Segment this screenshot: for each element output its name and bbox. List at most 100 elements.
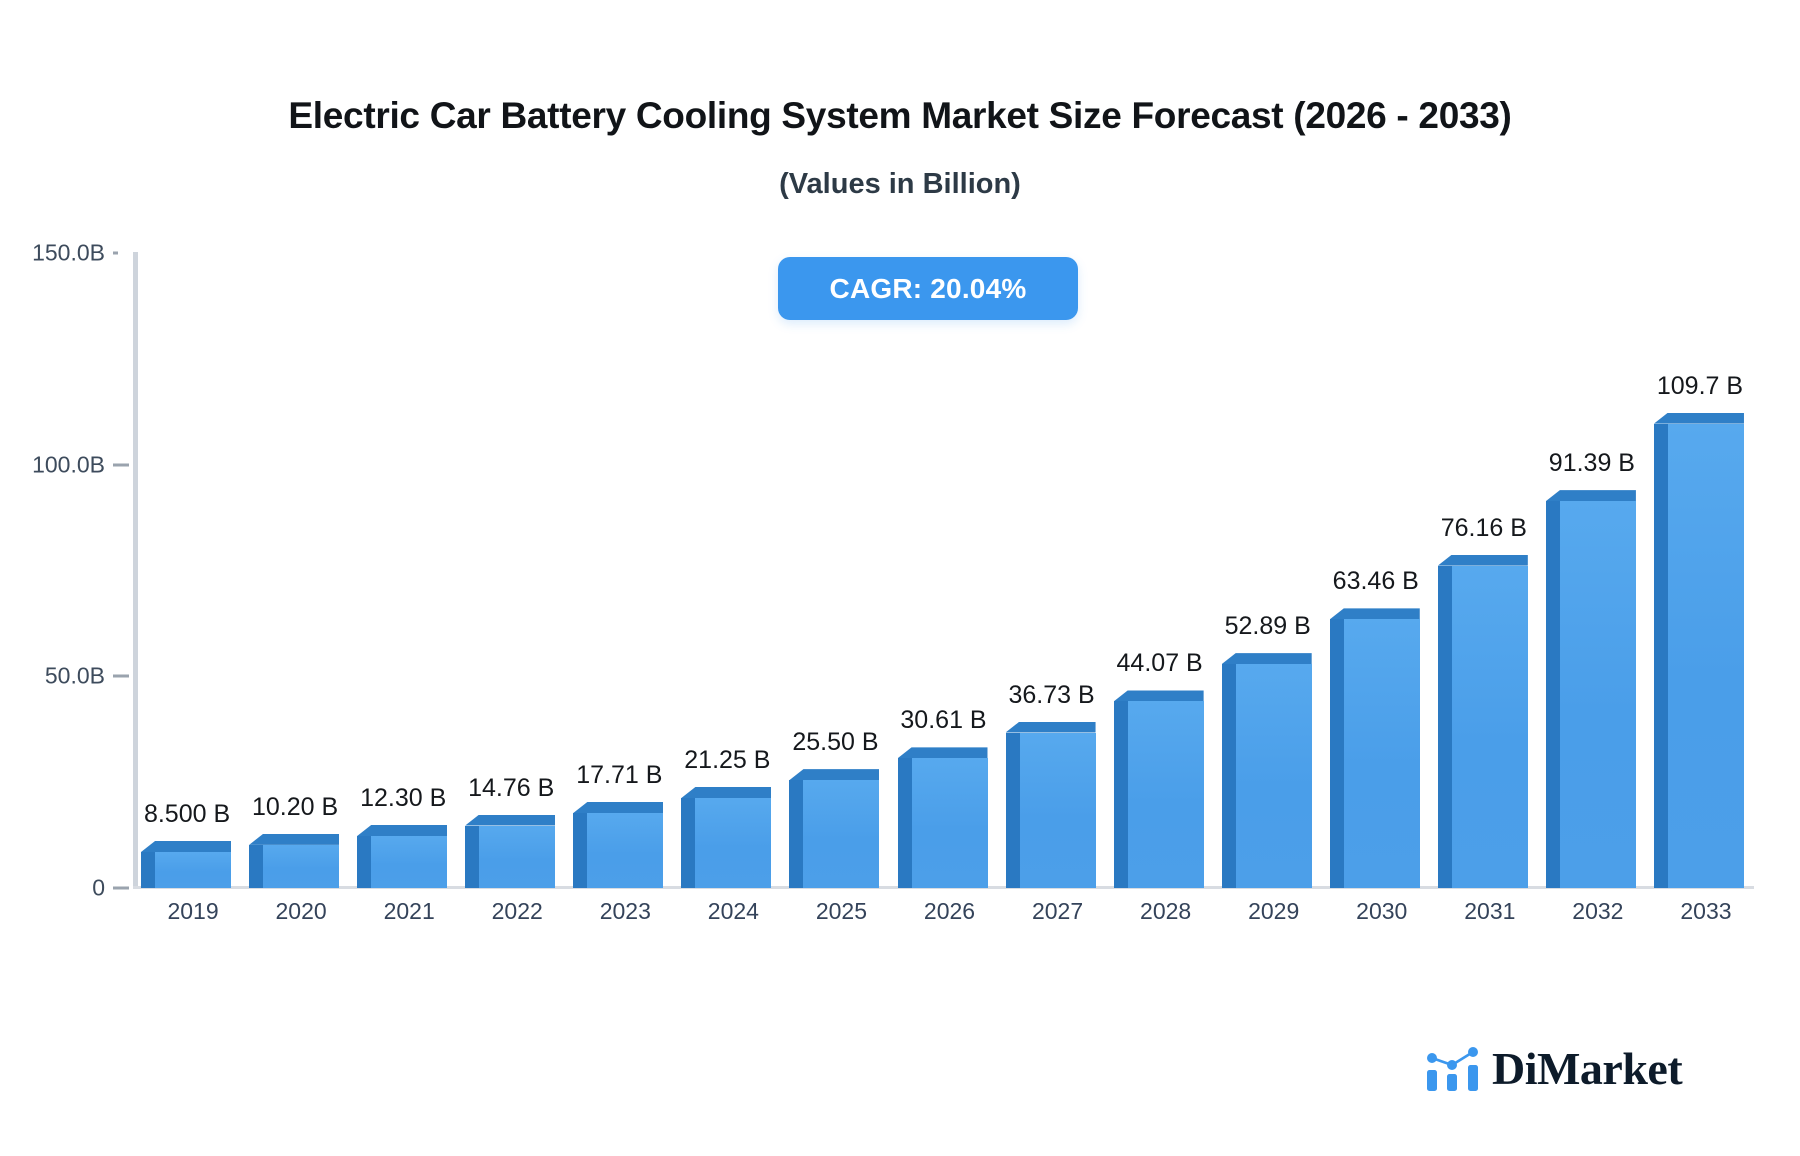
y-axis-tick-label: 50.0B (44, 662, 105, 689)
bar[interactable] (1329, 608, 1420, 888)
bar-front-face (1127, 701, 1204, 888)
bar-front-face (1451, 565, 1528, 888)
bar-side-face (789, 780, 804, 888)
chart-subtitle: (Values in Billion) (779, 168, 1021, 200)
x-axis-category-label: 2030 (1356, 898, 1408, 924)
cagr-badge: CAGR: 20.04% (778, 257, 1078, 320)
bar-value-label: 12.30 B (360, 783, 447, 812)
bar-value-label: 8.500 B (143, 800, 231, 829)
chart-title: Electric Car Battery Cooling System Mark… (288, 95, 1512, 136)
bar-side-face (1545, 501, 1560, 888)
bar-front-face (911, 758, 988, 888)
bar-value-label: 25.50 B (792, 728, 879, 757)
bar-side-face (1005, 732, 1020, 888)
x-axis-category-label: 2021 (383, 898, 435, 924)
bar-top-face (1653, 412, 1744, 424)
bar-value-label: 10.20 B (252, 792, 339, 821)
bar-front-face (1667, 423, 1744, 888)
x-axis-category-label: 2032 (1572, 898, 1624, 924)
bar-side-face (1221, 664, 1236, 888)
bar-value-label: 36.73 B (1008, 680, 1095, 709)
bar-top-face (1005, 721, 1096, 733)
bar-value-label: 76.16 B (1440, 513, 1527, 542)
y-axis-tick-mark (113, 674, 129, 678)
bar-value-label: 21.25 B (684, 746, 771, 775)
bar-front-face (1235, 664, 1312, 888)
bar[interactable] (573, 802, 664, 888)
x-axis-category-label: 2029 (1248, 898, 1300, 924)
bar-side-face (897, 758, 912, 888)
bar-side-face (681, 798, 696, 888)
bar-front-face (479, 825, 556, 888)
bar-top-face (573, 802, 664, 814)
bar-side-face (1329, 619, 1344, 888)
bar-top-face (897, 747, 988, 759)
bar-front-face (803, 780, 880, 888)
x-axis-category-label: 2020 (275, 898, 327, 924)
bar-value-label: 63.46 B (1332, 567, 1419, 596)
bar-front-face (587, 813, 664, 888)
bar-value-label: 17.71 B (576, 761, 663, 790)
x-axis-category-label: 2019 (167, 898, 219, 924)
x-axis-category-label: 2024 (707, 898, 759, 924)
bar-value-label: 44.07 B (1116, 649, 1203, 678)
bar-top-face (1113, 690, 1204, 702)
bar[interactable] (249, 833, 340, 888)
bar-side-face (249, 844, 264, 888)
bar[interactable] (789, 769, 880, 888)
bar-value-label: 14.76 B (468, 773, 555, 802)
bar-front-face (695, 798, 772, 888)
bar-top-face (1329, 608, 1420, 620)
y-axis-line (133, 252, 138, 888)
bar-top-face (141, 841, 232, 853)
y-axis-tick-label: 100.0B (32, 451, 105, 478)
bar-top-face (1221, 653, 1312, 665)
y-axis-tick-label: 150.0B (32, 239, 105, 266)
logo-wordmark: DiMarket (1492, 1043, 1683, 1094)
bar-top-face (465, 814, 556, 826)
bar-side-face (357, 835, 372, 888)
bar-top-face (1545, 490, 1636, 502)
bar[interactable] (1221, 653, 1312, 888)
bar-top-face (789, 769, 880, 781)
bar-top-face (249, 833, 340, 845)
bar-top-face (357, 824, 448, 836)
bar-top-face (681, 787, 772, 799)
x-axis-category-label: 2023 (599, 898, 651, 924)
x-axis-category-label: 2028 (1140, 898, 1192, 924)
bar-side-face (573, 813, 588, 888)
bar-chart-dots-icon (1425, 1046, 1481, 1092)
y-axis-tick-mark (113, 886, 129, 890)
bar[interactable] (1005, 721, 1096, 888)
bar-value-label: 109.7 B (1656, 371, 1744, 400)
bar[interactable] (1653, 412, 1744, 888)
bar[interactable] (1113, 690, 1204, 888)
y-axis-tick-mark (113, 251, 118, 255)
bar-front-face (1559, 501, 1636, 888)
bar-side-face (1653, 423, 1668, 888)
x-axis-category-label: 2033 (1680, 898, 1732, 924)
bar-front-face (1019, 732, 1096, 888)
bar[interactable] (897, 747, 988, 888)
bar-value-label: 30.61 B (900, 706, 987, 735)
dimarket-logo: DiMarket (1425, 1043, 1683, 1094)
bar-side-face (1437, 565, 1452, 888)
x-axis-category-label: 2026 (923, 898, 976, 924)
bar-side-face (465, 825, 480, 888)
bar-front-face (1343, 619, 1420, 888)
x-axis-category-label: 2022 (491, 898, 543, 924)
bar-top-face (1437, 554, 1528, 566)
bar[interactable] (141, 841, 232, 888)
bar[interactable] (465, 814, 556, 888)
bar[interactable] (357, 824, 448, 888)
bar[interactable] (1437, 554, 1528, 888)
bar-front-face (155, 852, 232, 888)
bar-value-label: 52.89 B (1224, 612, 1311, 641)
y-axis-tick-mark (113, 463, 129, 467)
bar[interactable] (1545, 490, 1636, 888)
y-axis-tick-label: 0 (92, 874, 105, 901)
bar[interactable] (681, 787, 772, 888)
bar-side-face (141, 852, 156, 888)
bar-value-label: 91.39 B (1548, 449, 1635, 478)
